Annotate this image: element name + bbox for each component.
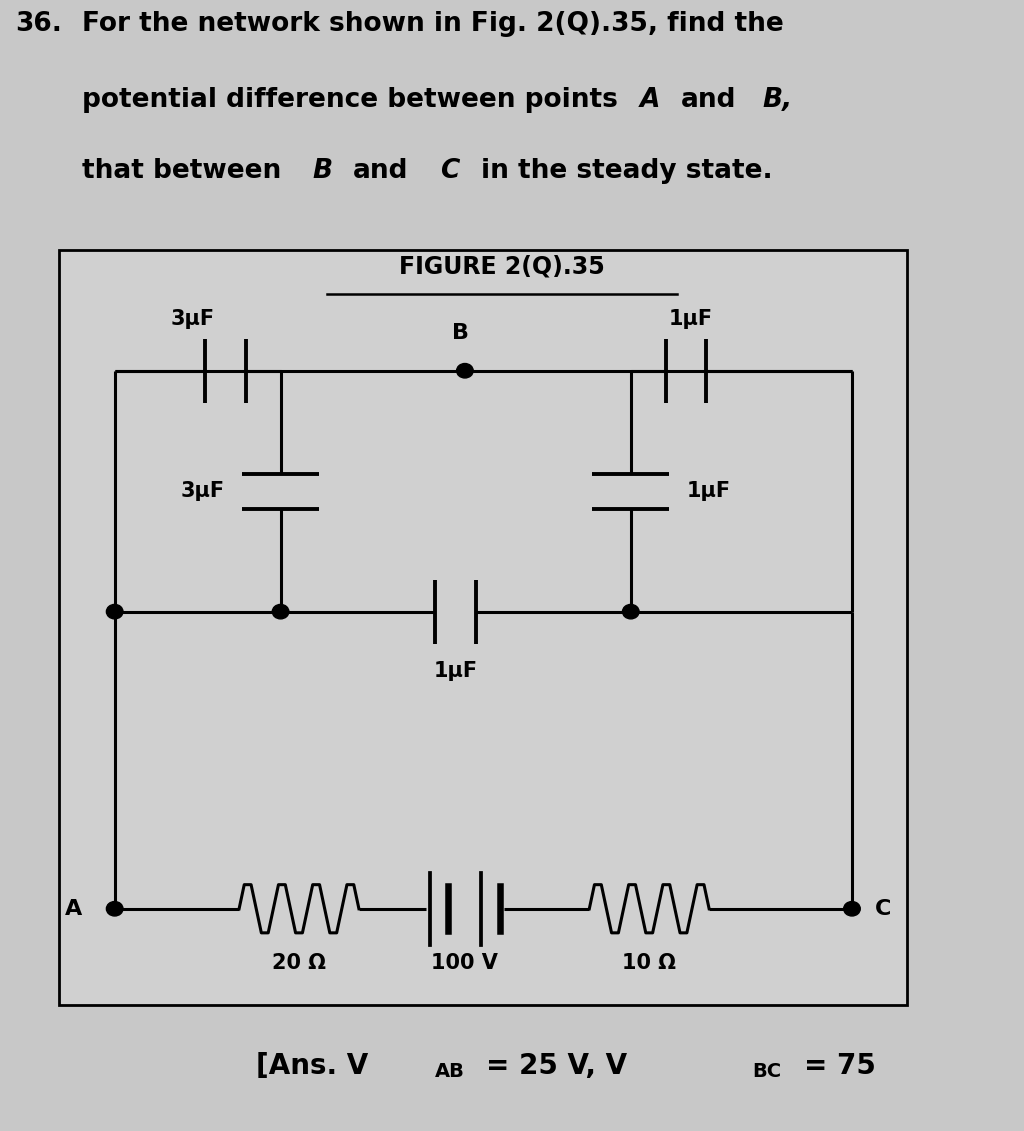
Text: that between: that between	[82, 158, 282, 184]
Text: and: and	[681, 87, 736, 113]
Text: FIGURE 2(Q).35: FIGURE 2(Q).35	[399, 254, 604, 278]
Text: 36.: 36.	[15, 11, 62, 37]
Text: potential difference between points: potential difference between points	[82, 87, 617, 113]
Text: A: A	[66, 899, 83, 918]
Text: B: B	[452, 322, 469, 343]
Text: BC: BC	[753, 1062, 781, 1081]
Circle shape	[623, 604, 639, 619]
Text: [Ans. V: [Ans. V	[256, 1052, 369, 1080]
Text: B: B	[312, 158, 333, 184]
Text: 1μF: 1μF	[687, 481, 731, 501]
Text: C: C	[440, 158, 460, 184]
Text: in the steady state.: in the steady state.	[481, 158, 773, 184]
Text: 10 Ω: 10 Ω	[623, 953, 676, 973]
Text: AB: AB	[435, 1062, 465, 1081]
Text: 3μF: 3μF	[180, 481, 224, 501]
Text: 1μF: 1μF	[433, 662, 478, 682]
Text: = 75: = 75	[804, 1052, 876, 1080]
Circle shape	[106, 604, 123, 619]
Text: 3μF: 3μF	[171, 309, 215, 329]
Text: = 25 V, V: = 25 V, V	[486, 1052, 628, 1080]
Text: 100 V: 100 V	[431, 953, 499, 973]
Text: C: C	[876, 899, 891, 918]
Text: A: A	[640, 87, 660, 113]
Text: B,: B,	[763, 87, 793, 113]
Circle shape	[844, 901, 860, 916]
Text: 1μF: 1μF	[669, 309, 713, 329]
Circle shape	[272, 604, 289, 619]
Circle shape	[106, 901, 123, 916]
Text: For the network shown in Fig. 2(Q).35, find the: For the network shown in Fig. 2(Q).35, f…	[82, 11, 783, 37]
Text: and: and	[353, 158, 409, 184]
FancyBboxPatch shape	[59, 250, 907, 1005]
Text: 20 Ω: 20 Ω	[272, 953, 326, 973]
Circle shape	[457, 363, 473, 378]
